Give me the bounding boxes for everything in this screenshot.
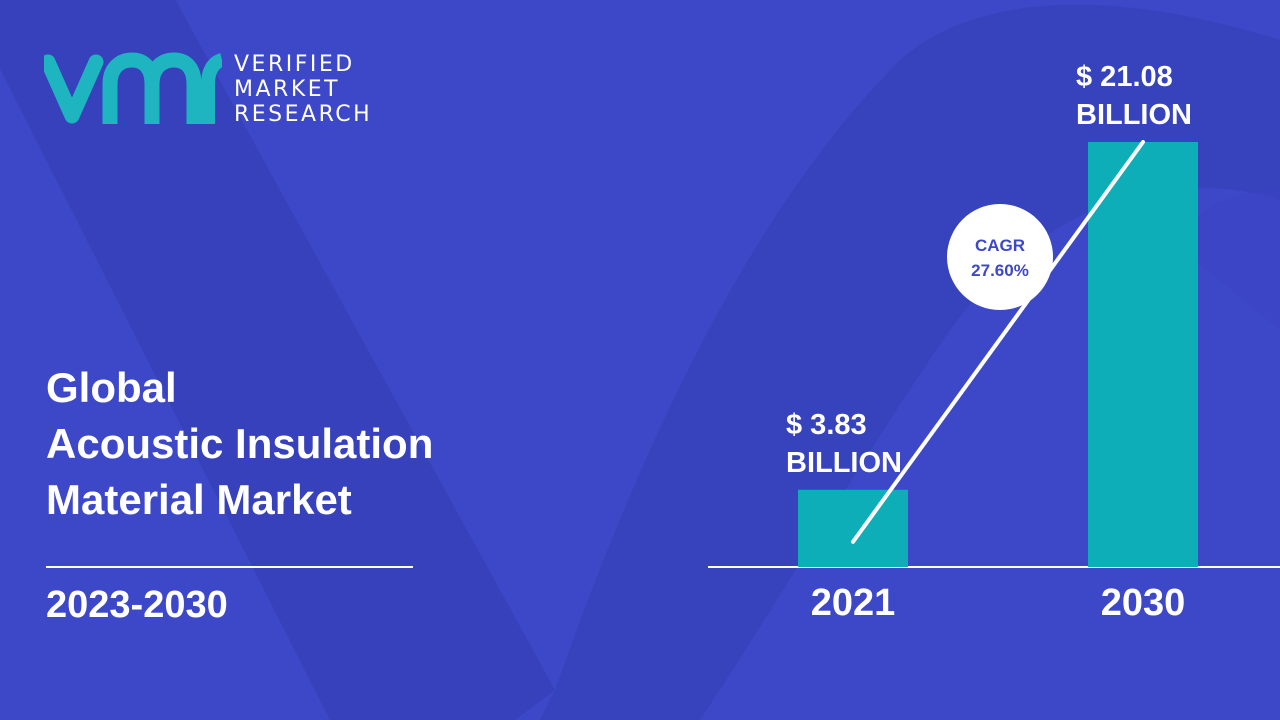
bar-2030	[1088, 142, 1198, 567]
report-title: Global Acoustic Insulation Material Mark…	[46, 360, 433, 528]
x-tick-2021: 2021	[811, 582, 896, 624]
title-line-1: Global	[46, 364, 177, 411]
cagr-value: 27.60%	[971, 261, 1029, 280]
forecast-period: 2023-2030	[46, 584, 228, 626]
x-tick-2030: 2030	[1101, 582, 1186, 624]
bar-2021	[798, 489, 908, 567]
cagr-badge	[947, 204, 1053, 310]
value-label-2030-amount: $ 21.08	[1076, 61, 1173, 93]
title-divider	[46, 566, 413, 568]
brand-line-3: RESEARCH	[234, 101, 373, 127]
title-line-3: Material Market	[46, 476, 352, 523]
value-label-2030-unit: BILLION	[1076, 99, 1192, 131]
vmr-logo-icon	[44, 52, 222, 124]
value-label-2021-unit: BILLION	[786, 447, 902, 479]
brand-logo: VERIFIED MARKET RESEARCH	[44, 50, 372, 128]
title-line-2: Acoustic Insulation	[46, 420, 434, 467]
brand-line-2: MARKET	[234, 76, 341, 102]
growth-trend-line	[851, 140, 1145, 544]
brand-name: VERIFIED MARKET RESEARCH	[234, 52, 372, 127]
value-label-2021-amount: $ 3.83	[786, 409, 867, 441]
brand-line-1: VERIFIED	[234, 51, 355, 77]
cagr-label: CAGR	[975, 236, 1025, 255]
